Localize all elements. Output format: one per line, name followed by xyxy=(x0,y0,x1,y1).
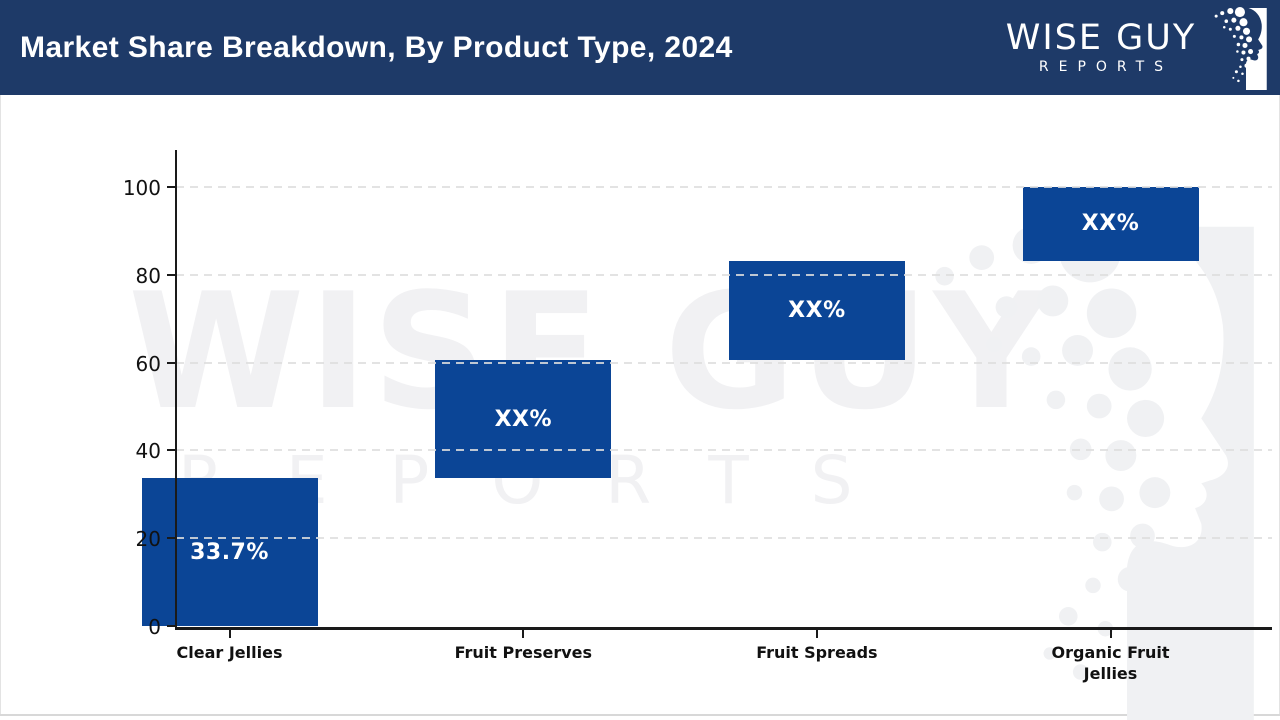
gridline xyxy=(176,361,1272,364)
x-axis-line xyxy=(175,627,1272,630)
y-axis-line xyxy=(175,150,177,630)
y-tick-label: 100 xyxy=(122,176,161,200)
y-tick-label: 0 xyxy=(148,615,161,639)
gridline xyxy=(176,449,1272,452)
y-tick-mark xyxy=(167,449,175,452)
bar-segment: XX% xyxy=(1022,187,1199,261)
bottom-divider xyxy=(0,714,1280,716)
logo-wordmark: WISE GUY xyxy=(1005,18,1197,59)
page-title: Market Share Breakdown, By Product Type,… xyxy=(20,30,733,64)
brand-logo: WISE GUY REPORTS xyxy=(1006,0,1268,95)
y-tick-mark xyxy=(167,273,175,276)
y-tick-mark xyxy=(167,537,175,540)
bar-value-label: 33.7% xyxy=(190,539,269,565)
bar-value-label: XX% xyxy=(1081,211,1140,237)
bar-value-label: XX% xyxy=(788,298,846,324)
gridline xyxy=(176,273,1272,276)
bar-segment: 33.7% xyxy=(141,478,318,626)
x-tick-mark xyxy=(1109,630,1112,638)
plot-area: 0 20 40 60 80 100 33.7% Clear Jellies XX% Fruit P… xyxy=(0,95,1280,720)
wiseguy-face-icon xyxy=(1214,6,1267,90)
bar-segment: XX% xyxy=(728,260,905,361)
x-category-label: Organic Fruit Jellies xyxy=(1051,643,1170,683)
y-tick-label: 40 xyxy=(135,439,161,464)
y-tick-label: 80 xyxy=(135,263,161,288)
gridline xyxy=(176,186,1272,188)
x-tick-mark xyxy=(815,630,818,638)
y-tick-mark xyxy=(167,186,175,188)
y-tick-mark xyxy=(167,625,175,627)
left-edge-line xyxy=(0,95,1,715)
header: Market Share Breakdown, By Product Type,… xyxy=(0,0,1280,95)
bar-value-label: XX% xyxy=(494,406,553,432)
gridline xyxy=(176,537,1272,540)
bar-segment: XX% xyxy=(435,360,612,479)
y-tick-mark xyxy=(167,361,175,364)
logo-subtext: REPORTS xyxy=(1038,58,1174,75)
x-tick-mark xyxy=(228,630,231,638)
x-tick-mark xyxy=(522,630,525,638)
y-tick-label: 60 xyxy=(135,351,161,376)
x-category-label: Fruit Preserves xyxy=(454,643,593,662)
x-category-label: Clear Jellies xyxy=(176,643,283,662)
y-tick-label: 20 xyxy=(135,527,161,552)
brand-logo-text: WISE GUY REPORTS xyxy=(1006,20,1197,75)
x-category-label: Fruit Spreads xyxy=(756,643,878,662)
